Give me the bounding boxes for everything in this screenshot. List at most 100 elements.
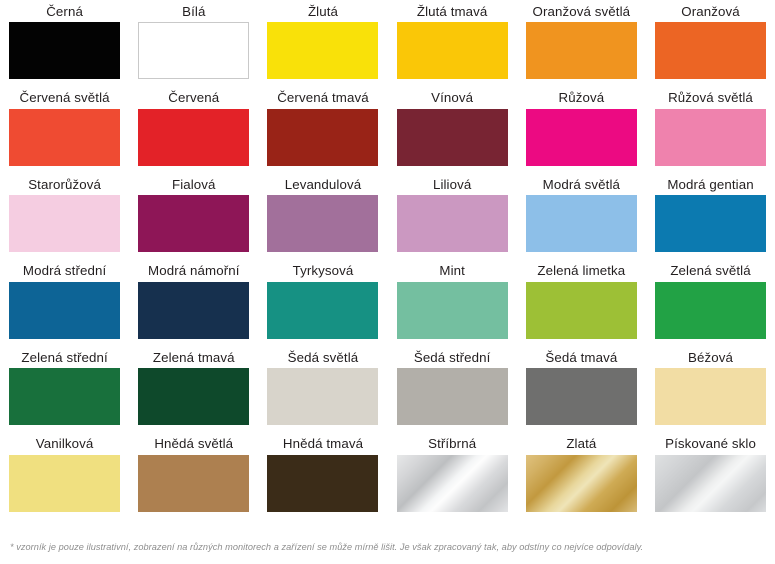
swatch-chip[interactable] [138,281,250,339]
swatch-label: Mint [439,263,465,278]
swatch-label: Šedá střední [413,349,491,365]
swatch-chip[interactable] [9,454,121,512]
swatch-chip[interactable] [138,454,250,512]
swatch-label: Modrá námořní [148,263,240,278]
swatch-chip[interactable] [396,281,508,339]
swatch-cell[interactable]: Černá [0,0,129,87]
swatch-label: Bílá [182,3,206,19]
swatch-label: Žlutá tmavá [416,3,488,19]
swatch-label: Hnědá tmavá [282,436,364,451]
swatch-chip[interactable] [9,108,121,166]
swatch-cell[interactable]: Žlutá tmavá [388,0,517,87]
swatch-cell[interactable]: Žlutá [258,0,387,87]
swatch-cell[interactable]: Červená světlá [0,87,129,174]
swatch-label: Fialová [171,176,216,192]
swatch-chip[interactable] [267,22,379,79]
swatch-chip[interactable] [525,195,637,252]
footnote-disclaimer: * vzorník je pouze ilustrativní, zobraze… [10,542,644,552]
swatch-chip[interactable] [9,195,121,252]
swatch-label: Modrá světlá [542,176,620,192]
swatch-cell[interactable]: Bílá [129,0,258,87]
swatch-cell[interactable]: Zelená střední [0,346,129,433]
swatch-label: Pískované sklo [665,436,756,451]
swatch-chip[interactable] [525,281,637,339]
swatch-cell[interactable]: Červená [129,87,258,174]
swatch-chip[interactable] [525,22,637,79]
swatch-chip[interactable] [138,22,250,79]
swatch-label: Červená světlá [19,90,110,105]
swatch-chip[interactable] [655,281,767,339]
swatch-chip[interactable] [525,108,637,166]
swatch-cell[interactable]: Červená tmavá [258,87,387,174]
swatch-chip[interactable] [655,368,767,425]
swatch-label: Šedá světlá [287,349,359,365]
swatch-cell[interactable]: Modrá střední [0,260,129,347]
swatch-chip[interactable] [267,281,379,339]
swatch-label: Béžová [688,349,733,365]
swatch-label: Červená [168,90,220,105]
swatch-label: Oranžová světlá [532,3,631,19]
swatch-chip[interactable] [138,368,250,425]
swatch-chip[interactable] [396,195,508,252]
swatch-cell[interactable]: Zlatá [517,433,646,520]
swatch-cell[interactable]: Liliová [388,173,517,260]
swatch-chip[interactable] [655,454,767,512]
swatch-label: Levandulová [284,176,362,192]
swatch-cell[interactable]: Levandulová [258,173,387,260]
swatch-cell[interactable]: Šedá střední [388,346,517,433]
swatch-cell[interactable]: Béžová [646,346,775,433]
swatch-chip[interactable] [9,368,121,425]
swatch-cell[interactable]: Starorůžová [0,173,129,260]
swatch-chip[interactable] [267,108,379,166]
swatch-chip[interactable] [267,195,379,252]
swatch-cell[interactable]: Oranžová světlá [517,0,646,87]
swatch-label: Tyrkysová [292,263,354,278]
swatch-chip[interactable] [396,454,508,512]
swatch-label: Starorůžová [28,176,101,192]
swatch-chip[interactable] [138,195,250,252]
swatch-chip[interactable] [396,22,508,79]
swatch-chip[interactable] [9,22,121,79]
swatch-label: Červená tmavá [277,90,369,105]
swatch-label: Žlutá [307,3,338,19]
swatch-label: Šedá tmavá [545,349,618,365]
swatch-label: Zelená světlá [670,263,751,278]
swatch-cell[interactable]: Zelená světlá [646,260,775,347]
swatch-cell[interactable]: Modrá gentian [646,173,775,260]
swatch-chip[interactable] [267,454,379,512]
swatch-label: Zlatá [566,436,597,451]
swatch-chip[interactable] [396,108,508,166]
swatch-chip[interactable] [138,108,250,166]
swatch-chip[interactable] [655,195,767,252]
swatch-cell[interactable]: Mint [388,260,517,347]
swatch-chip[interactable] [525,454,637,512]
swatch-chip[interactable] [9,281,121,339]
swatch-cell[interactable]: Oranžová [646,0,775,87]
swatch-cell[interactable]: Šedá tmavá [517,346,646,433]
swatch-cell[interactable]: Růžová světlá [646,87,775,174]
swatch-cell[interactable]: Vanilková [0,433,129,520]
swatch-chip[interactable] [267,368,379,425]
swatch-cell[interactable]: Zelená limetka [517,260,646,347]
swatch-cell[interactable]: Hnědá tmavá [258,433,387,520]
swatch-cell[interactable]: Šedá světlá [258,346,387,433]
swatch-label: Vínová [431,90,474,105]
swatch-label: Modrá střední [22,263,107,278]
swatch-cell[interactable]: Růžová [517,87,646,174]
swatch-chip[interactable] [396,368,508,425]
swatch-chip[interactable] [655,22,767,79]
swatch-label: Černá [46,3,83,19]
swatch-label: Zelená limetka [537,263,626,278]
swatch-cell[interactable]: Hnědá světlá [129,433,258,520]
swatch-cell[interactable]: Zelená tmavá [129,346,258,433]
swatch-cell[interactable]: Stříbrná [388,433,517,520]
swatch-cell[interactable]: Vínová [388,87,517,174]
swatch-cell[interactable]: Pískované sklo [646,433,775,520]
swatch-chip[interactable] [655,108,767,166]
swatch-cell[interactable]: Modrá světlá [517,173,646,260]
swatch-cell[interactable]: Fialová [129,173,258,260]
swatch-chip[interactable] [525,368,637,425]
swatch-cell[interactable]: Tyrkysová [258,260,387,347]
swatch-cell[interactable]: Modrá námořní [129,260,258,347]
